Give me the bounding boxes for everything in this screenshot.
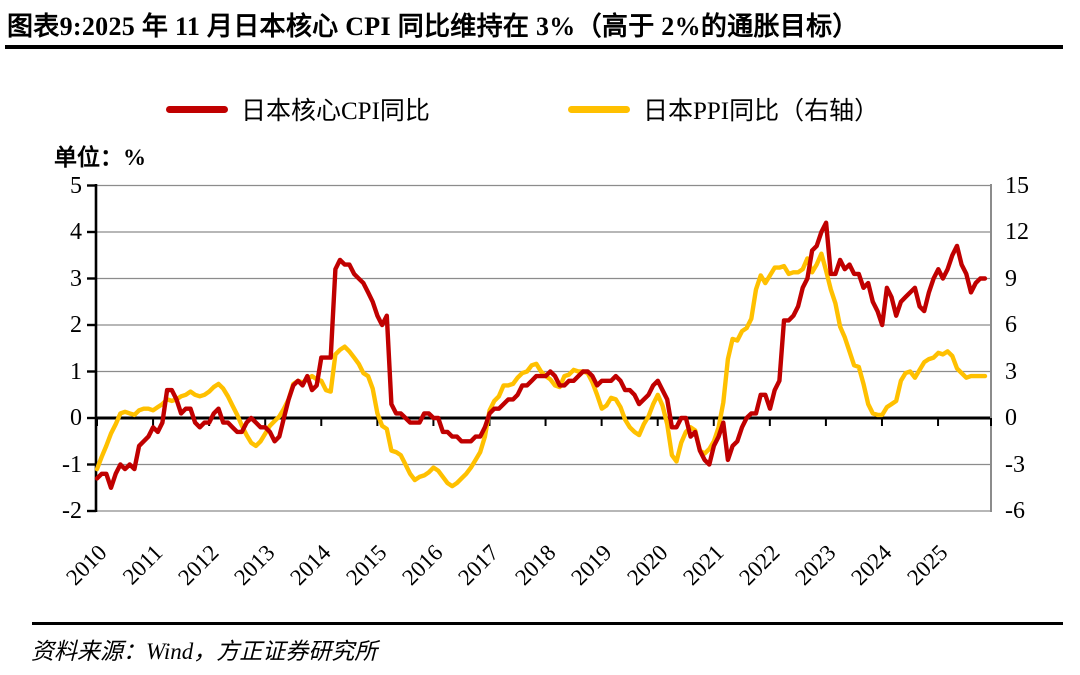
chart-title: 图表9:2025 年 11 月日本核心 CPI 同比维持在 3%（高于 2%的通… (7, 12, 859, 41)
left-axis-tick-label: -2 (62, 498, 82, 524)
right-axis-tick-label: 15 (1005, 172, 1029, 199)
legend-swatch-ppi-line (568, 105, 630, 113)
right-axis-tick-label: -3 (1005, 451, 1025, 478)
left-axis-tick-label: -1 (62, 451, 82, 478)
source-note: 资料来源：Wind，方正证券研究所 (31, 639, 378, 664)
left-axis-tick-label: 2 (70, 312, 82, 338)
left-axis-tick-label: 3 (70, 265, 82, 292)
legend-label-ppi: 日本PPI同比（右轴） (643, 98, 880, 125)
left-axis-tick-label: 4 (70, 219, 82, 245)
right-axis-tick-label: 9 (1005, 265, 1017, 292)
right-axis-tick-label: 3 (1005, 358, 1017, 385)
right-axis-tick-label: -6 (1005, 498, 1025, 524)
left-axis-tick-label: 1 (70, 358, 82, 385)
right-axis-tick-label: 0 (1005, 405, 1017, 431)
right-axis-tick-label: 12 (1005, 219, 1029, 245)
left-axis-unit-label: 单位：% (54, 145, 146, 170)
left-axis-tick-label: 0 (70, 405, 82, 431)
footer-rule (32, 622, 1063, 625)
left-axis-tick-label: 5 (70, 172, 82, 199)
legend-item-ppi: 日本PPI同比（右轴） (568, 93, 879, 125)
title-underline (5, 45, 1063, 49)
legend-item-cpi: 日本核心CPI同比 (166, 93, 430, 125)
legend-label-cpi: 日本核心CPI同比 (241, 98, 430, 125)
legend-swatch-cpi-line (166, 105, 228, 113)
right-axis-tick-label: 6 (1005, 312, 1017, 338)
